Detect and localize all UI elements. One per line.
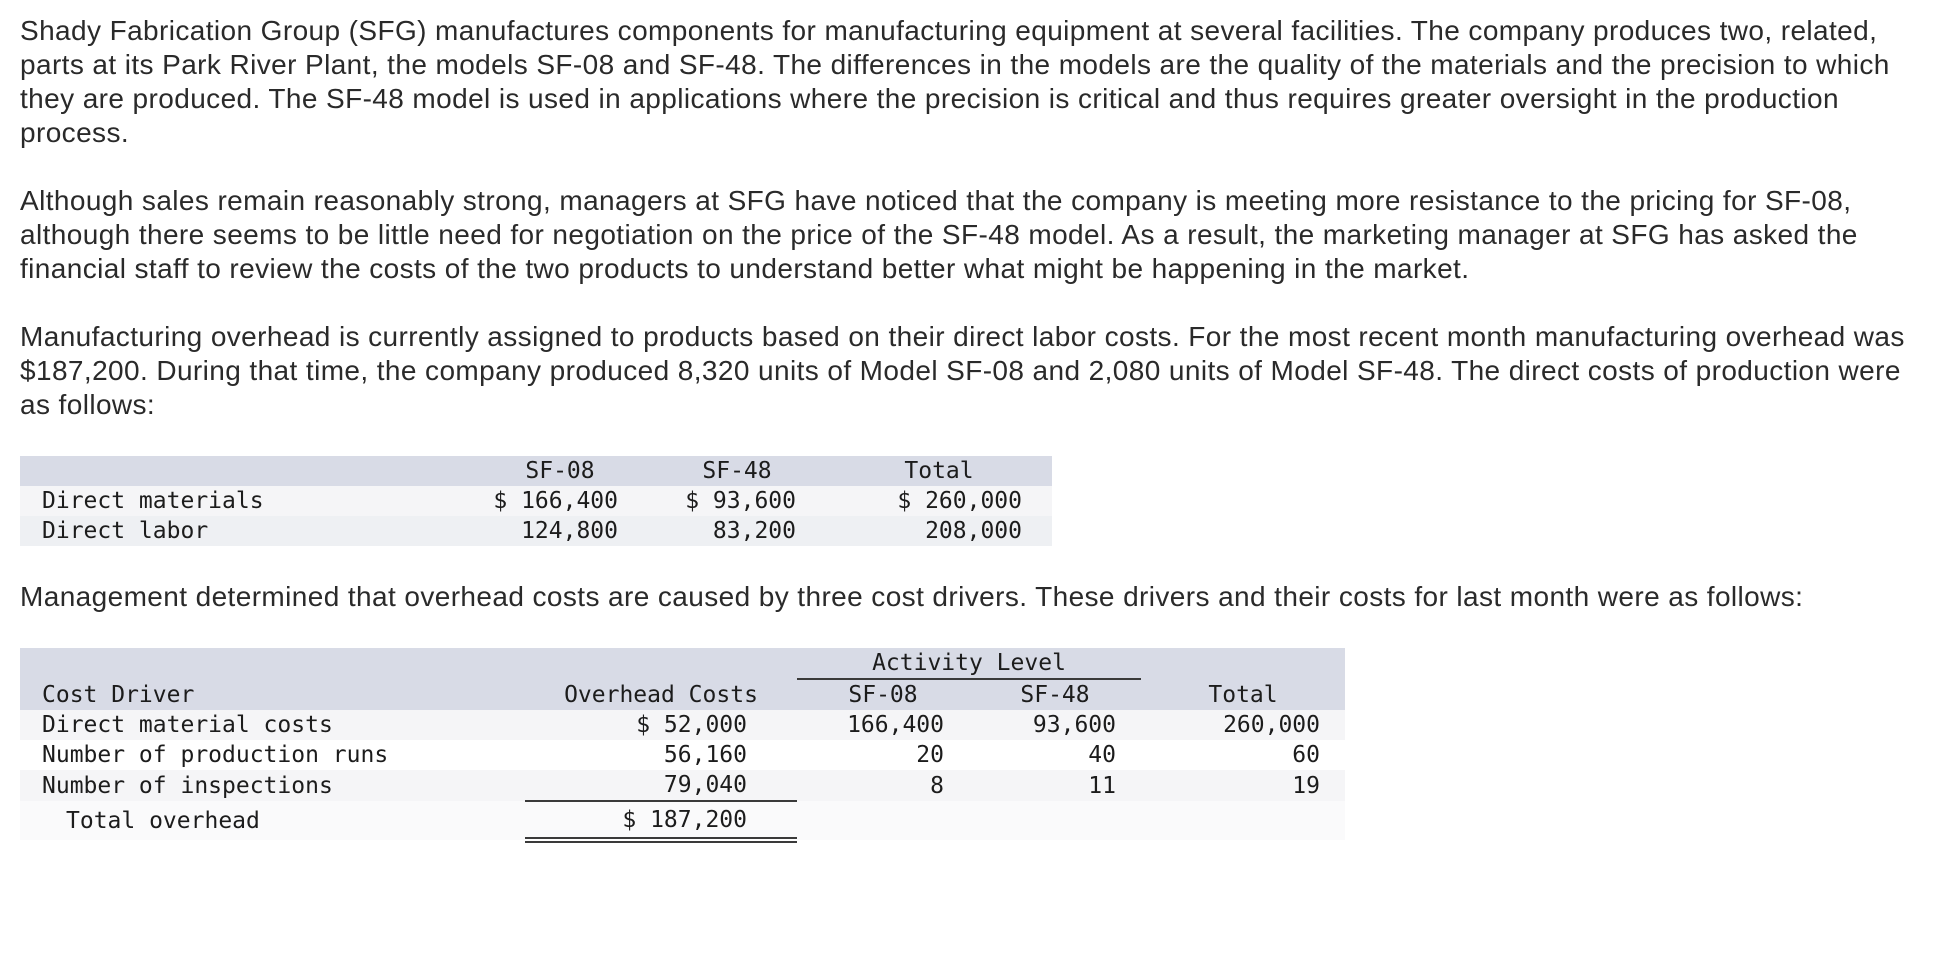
table-row-direct-labor: Direct labor 124,800 83,200 208,000 bbox=[20, 516, 1052, 546]
column-header-cost-driver: Cost Driver bbox=[20, 679, 525, 710]
table-row-total-overhead: Total overhead $ 187,200 bbox=[20, 801, 1345, 843]
table-cell-overhead: 79,040 bbox=[525, 770, 797, 802]
empty-header-cell bbox=[525, 648, 797, 679]
table-cell-total: $ 260,000 bbox=[897, 488, 1022, 514]
column-header-overhead-costs: Overhead Costs bbox=[525, 679, 797, 710]
table-cell-total-overhead-amount: $ 187,200 bbox=[525, 801, 797, 843]
table-cell-overhead: 56,160 bbox=[663, 742, 747, 768]
activity-level-header: Activity Level bbox=[797, 648, 1141, 680]
row-label: Number of production runs bbox=[42, 742, 389, 768]
empty-cell bbox=[1141, 801, 1345, 840]
row-label: Direct labor bbox=[42, 518, 209, 544]
paragraph-market-pricing: Although sales remain reasonably strong,… bbox=[20, 185, 1858, 284]
table-row-direct-material-costs: Direct material costs $ 52,000 166,400 9… bbox=[20, 710, 1345, 740]
column-header-sf48: SF-48 bbox=[648, 456, 826, 486]
paragraph-company-intro: Shady Fabrication Group (SFG) manufactur… bbox=[20, 15, 1890, 148]
activity-level-header-row: Activity Level bbox=[20, 648, 1345, 680]
cost-driver-table: Activity Level Cost Driver Overhead Cost… bbox=[20, 648, 1345, 843]
empty-cell bbox=[969, 801, 1141, 840]
table-cell-sf08: 124,800 bbox=[521, 518, 618, 544]
cost-driver-header-row: Cost Driver Overhead Costs SF-08 SF-48 T… bbox=[20, 679, 1345, 710]
table-cell-sf08: 166,400 bbox=[847, 712, 944, 738]
empty-cell bbox=[797, 801, 969, 840]
table-cell-sf08: 8 bbox=[930, 772, 944, 799]
paragraph-overhead-assignment: Manufacturing overhead is currently assi… bbox=[20, 321, 1905, 420]
table-cell-sf08: 20 bbox=[916, 742, 944, 768]
table-cell-sf48: $ 93,600 bbox=[685, 488, 796, 514]
table-cell-sf08: $ 166,400 bbox=[493, 488, 618, 514]
table-cell-sf48: 40 bbox=[1088, 742, 1116, 768]
row-label: Number of inspections bbox=[42, 772, 333, 799]
table-cell-total: 60 bbox=[1292, 742, 1320, 768]
table-row-direct-materials: Direct materials $ 166,400 $ 93,600 $ 26… bbox=[20, 486, 1052, 516]
direct-costs-header-row: SF-08 SF-48 Total bbox=[20, 456, 1052, 486]
row-label: Total overhead bbox=[66, 807, 260, 834]
empty-header-cell bbox=[20, 648, 525, 679]
table-cell-total: 260,000 bbox=[1223, 712, 1320, 738]
column-header-total: Total bbox=[826, 456, 1052, 486]
row-label: Direct material costs bbox=[42, 712, 333, 738]
table-cell-overhead: $ 52,000 bbox=[636, 712, 747, 738]
table-row-inspections: Number of inspections 79,040 8 11 19 bbox=[20, 770, 1345, 802]
table-cell-total: 208,000 bbox=[925, 518, 1022, 544]
direct-costs-table: SF-08 SF-48 Total Direct materials $ 166… bbox=[20, 456, 1052, 546]
paragraph-cost-drivers: Management determined that overhead cost… bbox=[20, 581, 1804, 612]
empty-header-cell bbox=[1141, 648, 1345, 679]
empty-header-cell bbox=[20, 456, 472, 486]
table-cell-total: 19 bbox=[1292, 772, 1320, 799]
column-header-sf08: SF-08 bbox=[797, 679, 969, 710]
table-row-production-runs: Number of production runs 56,160 20 40 6… bbox=[20, 740, 1345, 770]
table-cell-sf48: 11 bbox=[1088, 772, 1116, 799]
row-label: Direct materials bbox=[42, 488, 264, 514]
column-header-sf08: SF-08 bbox=[472, 456, 648, 486]
column-header-total: Total bbox=[1141, 679, 1345, 710]
table-cell-sf48: 83,200 bbox=[712, 518, 796, 544]
column-header-sf48: SF-48 bbox=[969, 679, 1141, 710]
table-cell-sf48: 93,600 bbox=[1032, 712, 1116, 738]
